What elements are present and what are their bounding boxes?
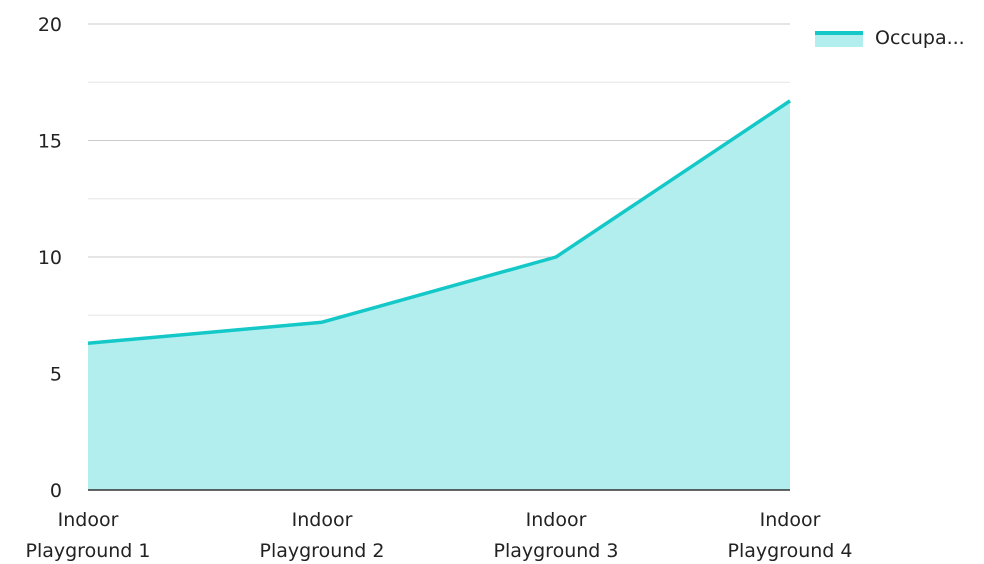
series-line	[87, 99, 791, 345]
plot-area	[87, 99, 791, 490]
y-tick-label: 10	[38, 247, 62, 269]
legend: Occupa...	[815, 27, 965, 49]
gridlines: 0 5 10 15 20	[38, 14, 790, 502]
y-tick-label: 20	[38, 14, 62, 36]
area-fill	[88, 100, 790, 490]
legend-label: Occupa...	[875, 27, 965, 49]
x-tick-label: Indoor Playground 2	[260, 509, 385, 562]
x-tick-label: Indoor Playground 4	[728, 509, 853, 562]
x-tick-label: Indoor Playground 3	[494, 509, 619, 562]
axes: Indoor Playground 1 Indoor Playground 2 Indo…	[26, 489, 853, 562]
x-tick-label: Indoor Playground 1	[26, 509, 151, 562]
y-tick-label: 5	[50, 364, 62, 386]
y-tick-label: 15	[38, 131, 62, 153]
legend-swatch-fill	[815, 33, 863, 47]
y-tick-label: 0	[50, 480, 62, 502]
